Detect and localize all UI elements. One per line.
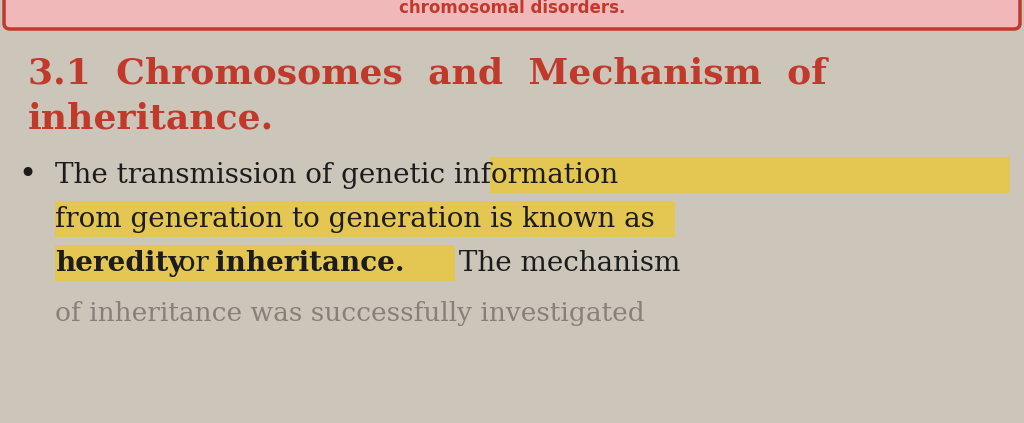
Text: 3.1  Chromosomes  and  Mechanism  of: 3.1 Chromosomes and Mechanism of — [28, 56, 826, 90]
FancyBboxPatch shape — [4, 0, 1020, 29]
Text: The mechanism: The mechanism — [450, 250, 680, 277]
Bar — [55, 245, 455, 281]
Text: heredity: heredity — [55, 250, 184, 277]
Text: inheritance.: inheritance. — [215, 250, 404, 277]
Text: of inheritance was successfully investigated: of inheritance was successfully investig… — [55, 300, 645, 326]
Text: The transmission of genetic information: The transmission of genetic information — [55, 162, 618, 189]
Bar — [55, 201, 675, 237]
Text: or: or — [170, 250, 218, 277]
Text: inheritance.: inheritance. — [28, 101, 274, 135]
Text: chromosomal disorders.: chromosomal disorders. — [398, 0, 626, 17]
Text: •: • — [18, 159, 36, 190]
Bar — [490, 157, 1010, 193]
Text: from generation to generation is known as: from generation to generation is known a… — [55, 206, 654, 233]
